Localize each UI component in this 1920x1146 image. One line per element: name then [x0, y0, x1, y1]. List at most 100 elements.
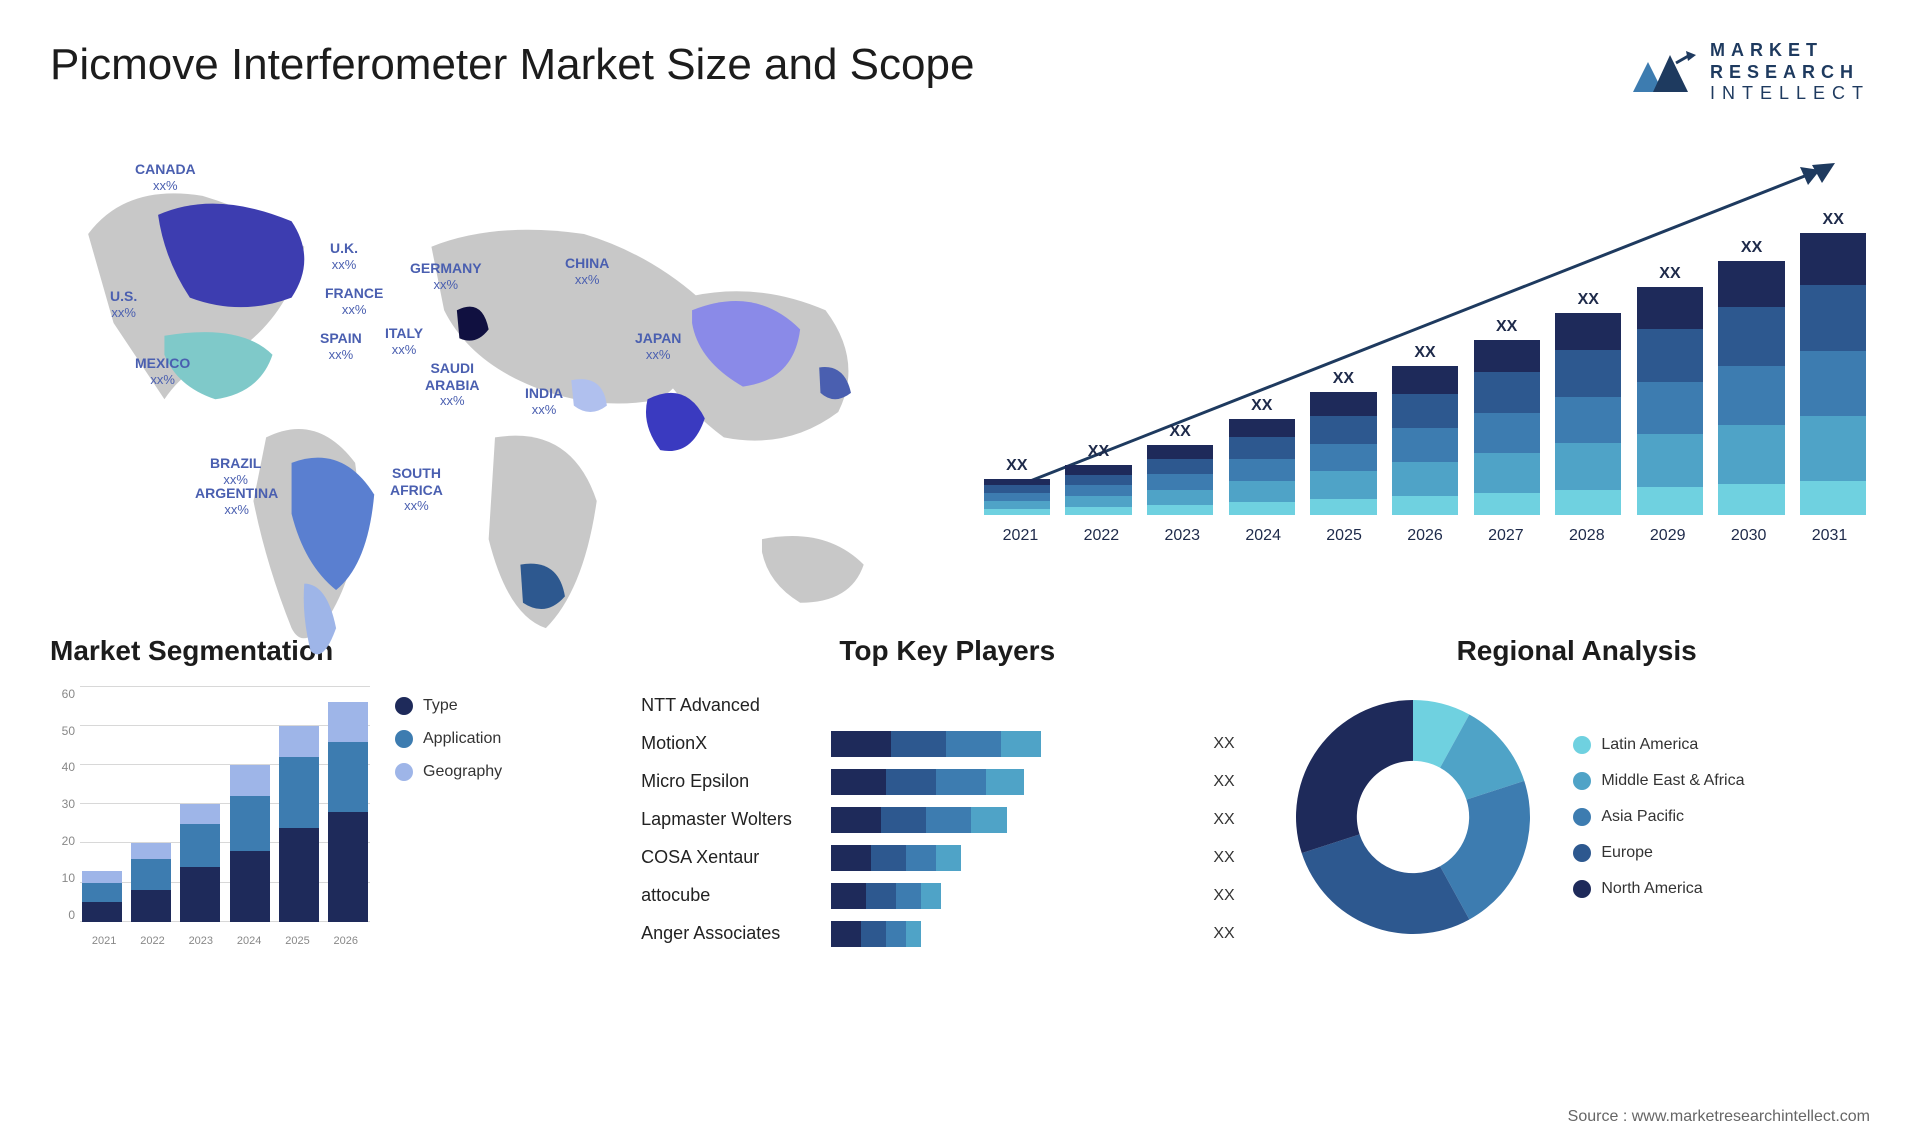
main-bar-segment [1555, 397, 1621, 444]
main-bar-segment [1637, 434, 1703, 487]
main-bar-segment [1800, 233, 1866, 286]
main-bar-segment [1474, 372, 1540, 412]
main-bar-value-label: XX [1414, 344, 1435, 362]
main-bar: XX [980, 457, 1054, 515]
main-bar-segment [1718, 261, 1784, 308]
player-row: Micro EpsilonXX [641, 763, 1253, 801]
main-bar-segment [1310, 499, 1376, 515]
main-bar-segment [1392, 428, 1458, 462]
key-players-chart: NTT AdvancedMotionXXXMicro EpsilonXXLapm… [641, 687, 1253, 953]
main-bar: XX [1551, 291, 1625, 514]
player-name: Lapmaster Wolters [641, 809, 821, 830]
segmentation-bar-segment [230, 765, 270, 796]
legend-dot-icon [1573, 844, 1591, 862]
segmentation-bar [180, 804, 220, 921]
legend-dot-icon [1573, 808, 1591, 826]
main-xaxis-label: 2023 [1142, 527, 1223, 545]
legend-dot-icon [395, 763, 413, 781]
segmentation-bar-segment [328, 702, 368, 741]
segmentation-bar-segment [82, 902, 122, 922]
segmentation-bar-segment [131, 890, 171, 921]
main-xaxis-label: 2031 [1789, 527, 1870, 545]
regional-legend: Latin AmericaMiddle East & AfricaAsia Pa… [1573, 736, 1744, 898]
segmentation-legend: TypeApplicationGeography [395, 697, 502, 781]
legend-item: Asia Pacific [1573, 808, 1744, 826]
map-silhouette [50, 145, 940, 704]
main-xaxis-label: 2028 [1546, 527, 1627, 545]
main-xaxis-label: 2029 [1627, 527, 1708, 545]
map-label: GERMANYxx% [410, 260, 482, 292]
main-xaxis-label: 2025 [1304, 527, 1385, 545]
player-value: XX [1213, 925, 1253, 943]
world-map: CANADAxx%U.S.xx%MEXICOxx%BRAZILxx%ARGENT… [50, 145, 940, 585]
main-bar-segment [1800, 285, 1866, 350]
player-bar [831, 807, 1203, 833]
main-bar-segment [1065, 475, 1131, 486]
logo-text: MARKET RESEARCH INTELLECT [1710, 40, 1870, 105]
legend-item: North America [1573, 880, 1744, 898]
segmentation-bar-segment [180, 824, 220, 867]
player-name: COSA Xentaur [641, 847, 821, 868]
main-bar-segment [1065, 485, 1131, 496]
segmentation-bar [82, 871, 122, 922]
legend-dot-icon [1573, 880, 1591, 898]
main-bar-segment [1555, 350, 1621, 397]
main-bar-segment [1637, 487, 1703, 515]
source-attribution: Source : www.marketresearchintellect.com [1568, 1108, 1870, 1126]
map-label: SAUDIARABIAxx% [425, 360, 479, 409]
map-label: CHINAxx% [565, 255, 609, 287]
donut-slice [1302, 834, 1470, 934]
regional-title: Regional Analysis [1283, 635, 1870, 667]
main-bar-segment [1637, 329, 1703, 382]
player-bar-segment [1001, 731, 1041, 757]
main-bar-segment [1800, 416, 1866, 481]
main-xaxis-label: 2022 [1061, 527, 1142, 545]
main-bar-value-label: XX [1251, 397, 1272, 415]
segmentation-bar [279, 726, 319, 922]
map-label: CANADAxx% [135, 161, 196, 193]
segmentation-bar-segment [180, 804, 220, 824]
regional-donut-chart [1283, 687, 1543, 947]
brand-logo: MARKET RESEARCH INTELLECT [1628, 40, 1870, 105]
main-xaxis-label: 2024 [1223, 527, 1304, 545]
map-label: ARGENTINAxx% [195, 485, 278, 517]
main-bar: XX [1143, 423, 1217, 515]
main-bar-segment [1800, 351, 1866, 416]
main-bar-value-label: XX [1823, 211, 1844, 229]
segmentation-bar-segment [230, 796, 270, 851]
legend-item: Middle East & Africa [1573, 772, 1744, 790]
main-bar-segment [1555, 490, 1621, 515]
player-name: attocube [641, 885, 821, 906]
player-bar-segment [891, 731, 946, 757]
segmentation-bar-segment [279, 726, 319, 757]
segmentation-bar-segment [328, 742, 368, 813]
segmentation-bar-segment [230, 851, 270, 922]
main-bar-segment [1474, 493, 1540, 515]
main-bar-segment [1310, 471, 1376, 499]
player-bar-segment [936, 769, 986, 795]
main-bar-segment [1229, 502, 1295, 514]
player-bar-segment [926, 807, 971, 833]
player-bar-segment [906, 921, 921, 947]
player-value: XX [1213, 773, 1253, 791]
legend-item: Application [395, 730, 502, 748]
main-bar-segment [1147, 505, 1213, 514]
main-bar-segment [1310, 392, 1376, 415]
main-bar: XX [1307, 370, 1381, 514]
main-bar-segment [1229, 481, 1295, 503]
main-bar-segment [1474, 453, 1540, 493]
main-bar-segment [1555, 313, 1621, 350]
segmentation-chart: 6050403020100 202120222023202420252026 [50, 687, 370, 947]
player-bar-segment [871, 845, 906, 871]
main-bar-value-label: XX [1741, 239, 1762, 257]
player-value: XX [1213, 849, 1253, 867]
map-label: ITALYxx% [385, 325, 423, 357]
player-bar-segment [831, 883, 866, 909]
player-bar-segment [866, 883, 896, 909]
legend-dot-icon [1573, 736, 1591, 754]
main-bar-value-label: XX [1659, 265, 1680, 283]
main-bar-segment [984, 509, 1050, 515]
map-label: JAPANxx% [635, 330, 681, 362]
main-bar-segment [1065, 496, 1131, 507]
legend-dot-icon [1573, 772, 1591, 790]
